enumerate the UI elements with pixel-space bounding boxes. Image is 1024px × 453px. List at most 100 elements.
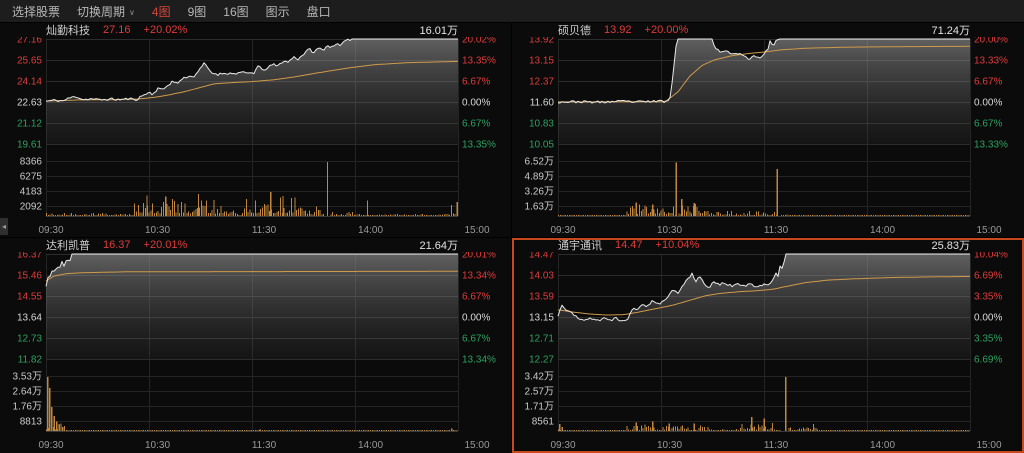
svg-text:13.15: 13.15: [529, 313, 554, 324]
svg-text:15:00: 15:00: [976, 440, 1001, 451]
svg-text:14.47: 14.47: [529, 252, 554, 261]
svg-text:6.69%: 6.69%: [974, 271, 1002, 282]
svg-text:11:30: 11:30: [764, 440, 789, 451]
menu-legend[interactable]: 图示: [265, 4, 290, 19]
svg-text:6.67%: 6.67%: [462, 77, 490, 88]
svg-text:15:00: 15:00: [976, 225, 1001, 236]
time-axis-labels: 09:30 10:30 11:30 14:00 15:00: [550, 225, 1001, 236]
svg-text:12.27: 12.27: [529, 355, 554, 366]
svg-text:10:30: 10:30: [657, 440, 682, 451]
stock-name: 硕贝德: [558, 25, 591, 37]
svg-text:8366: 8366: [20, 157, 43, 168]
svg-text:10:30: 10:30: [145, 440, 170, 451]
svg-text:12.71: 12.71: [529, 334, 554, 345]
menu-switch-period-label: 切换周期: [77, 4, 126, 19]
price-line: [45, 253, 458, 287]
price-area-fill: [46, 39, 458, 144]
svg-text:6.67%: 6.67%: [462, 119, 490, 130]
svg-text:2.57万: 2.57万: [525, 387, 554, 398]
svg-text:27.16: 27.16: [17, 37, 42, 46]
svg-text:1.76万: 1.76万: [13, 402, 42, 413]
svg-text:14.03: 14.03: [529, 271, 554, 282]
svg-text:6.67%: 6.67%: [974, 77, 1002, 88]
svg-text:6.67%: 6.67%: [974, 119, 1002, 130]
intraday-chart-0: 27.16 25.65 24.14 22.63 21.12 19.61 20.02% 13.3…: [17, 37, 496, 236]
svg-text:6.52万: 6.52万: [525, 157, 554, 168]
price-axis-labels: 13.92 13.15 12.37 11.60 10.83 10.05: [529, 37, 554, 151]
svg-text:0.00%: 0.00%: [974, 313, 1002, 324]
top-menubar: 选择股票 切换周期 ∨ 4图 9图 16图 图示 盘口: [0, 0, 1024, 23]
svg-text:4.89万: 4.89万: [525, 172, 554, 183]
volume-axis-labels: 6.52万 4.89万 3.26万 1.63万: [525, 157, 554, 213]
svg-text:0.00%: 0.00%: [462, 98, 490, 109]
svg-text:09:30: 09:30: [550, 225, 575, 236]
menu-4-chart[interactable]: 4图: [151, 4, 171, 19]
panel-header: 灿勤科技 27.16 +20.02% 16.01万: [46, 23, 458, 37]
price-axis-labels: 16.37 15.46 14.55 13.64 12.73 11.82: [17, 252, 42, 366]
svg-text:11.60: 11.60: [530, 98, 555, 109]
svg-text:22.63: 22.63: [17, 98, 42, 109]
svg-text:14:00: 14:00: [358, 440, 383, 451]
intraday-chart-2: 16.37 15.46 14.55 13.64 12.73 11.82 20.01% 13.3…: [13, 252, 496, 451]
volume-bars: [46, 161, 458, 216]
svg-text:14.55: 14.55: [17, 292, 42, 303]
svg-text:20.02%: 20.02%: [462, 37, 496, 46]
stock-panel-2[interactable]: 达利凯普 16.37 +20.01% 21.64万 16.37 15.46 14.55 13.…: [0, 237, 513, 453]
stock-name: 达利凯普: [46, 240, 90, 252]
menu-16-chart[interactable]: 16图: [223, 4, 249, 19]
volume-axis-labels: 3.42万 2.57万 1.71万 8561: [525, 372, 555, 428]
svg-text:14:00: 14:00: [358, 225, 383, 236]
svg-text:13.92: 13.92: [529, 37, 554, 46]
svg-text:13.64: 13.64: [17, 313, 42, 324]
price-axis-labels: 14.47 14.03 13.59 13.15 12.71 12.27: [529, 252, 554, 366]
price-line: [45, 38, 458, 103]
percent-axis-labels: 20.02% 13.35% 6.67% 0.00% 6.67% 13.35%: [462, 37, 496, 151]
svg-text:13.34%: 13.34%: [462, 355, 496, 366]
menu-switch-period[interactable]: 切换周期 ∨: [77, 3, 135, 20]
stock-panel-3[interactable]: 通宇通讯 14.47 +10.04% 25.83万 14.47 14.03 13.59 13.…: [511, 237, 1024, 453]
svg-text:1.63万: 1.63万: [525, 202, 554, 213]
menu-9-chart[interactable]: 9图: [187, 4, 207, 19]
panel-header: 通宇通讯 14.47 +10.04% 25.83万: [558, 238, 970, 252]
menu-select-stock[interactable]: 选择股票: [12, 4, 61, 19]
svg-text:6.69%: 6.69%: [974, 355, 1002, 366]
svg-text:10:30: 10:30: [145, 225, 170, 236]
svg-text:2.64万: 2.64万: [13, 387, 42, 398]
sidebar-collapse-handle[interactable]: ◂: [0, 218, 8, 235]
stock-change: +10.04%: [655, 239, 700, 251]
stock-turnover: 16.01万: [419, 25, 458, 37]
intraday-chart-3: 14.47 14.03 13.59 13.15 12.71 12.27 10.04% 6.69…: [525, 252, 1008, 451]
svg-text:12.73: 12.73: [17, 334, 42, 345]
svg-text:09:30: 09:30: [38, 225, 63, 236]
stock-price: 27.16: [103, 24, 131, 36]
svg-text:1.71万: 1.71万: [525, 402, 554, 413]
svg-text:8813: 8813: [20, 417, 43, 428]
svg-text:15:00: 15:00: [464, 440, 489, 451]
svg-text:09:30: 09:30: [550, 440, 575, 451]
svg-text:3.42万: 3.42万: [525, 372, 554, 383]
svg-text:20.00%: 20.00%: [974, 37, 1008, 46]
stock-panel-0[interactable]: 灿勤科技 27.16 +20.02% 16.01万 27.16 25.65 24.14 22.…: [0, 22, 513, 239]
svg-text:14:00: 14:00: [870, 225, 895, 236]
price-line: [557, 38, 970, 104]
svg-text:13.34%: 13.34%: [462, 271, 496, 282]
time-axis-labels: 09:30 10:30 11:30 14:00 15:00: [550, 440, 1001, 451]
svg-text:3.35%: 3.35%: [974, 334, 1002, 345]
stock-change: +20.00%: [644, 24, 689, 36]
svg-text:10.05: 10.05: [529, 140, 554, 151]
price-line: [557, 253, 970, 322]
time-axis-labels: 09:30 10:30 11:30 14:00 15:00: [38, 225, 489, 236]
svg-text:6275: 6275: [20, 172, 43, 183]
svg-text:21.12: 21.12: [17, 119, 42, 130]
svg-text:13.33%: 13.33%: [974, 140, 1008, 151]
percent-axis-labels: 20.00% 13.33% 6.67% 0.00% 6.67% 13.33%: [974, 37, 1008, 151]
average-price-line: [45, 270, 458, 282]
intraday-chart-1: 13.92 13.15 12.37 11.60 10.83 10.05 20.00% 13.3…: [525, 37, 1008, 236]
menu-order-book[interactable]: 盘口: [306, 4, 331, 19]
stock-panel-1[interactable]: 硕贝德 13.92 +20.00% 71.24万 13.92 13.15 12.37 11.6…: [511, 22, 1024, 239]
average-price-line: [558, 45, 970, 103]
chevron-down-icon: ∨: [129, 7, 135, 17]
svg-text:12.37: 12.37: [529, 77, 554, 88]
svg-text:3.35%: 3.35%: [974, 292, 1002, 303]
percent-axis-labels: 10.04% 6.69% 3.35% 0.00% 3.35% 6.69%: [974, 252, 1008, 366]
